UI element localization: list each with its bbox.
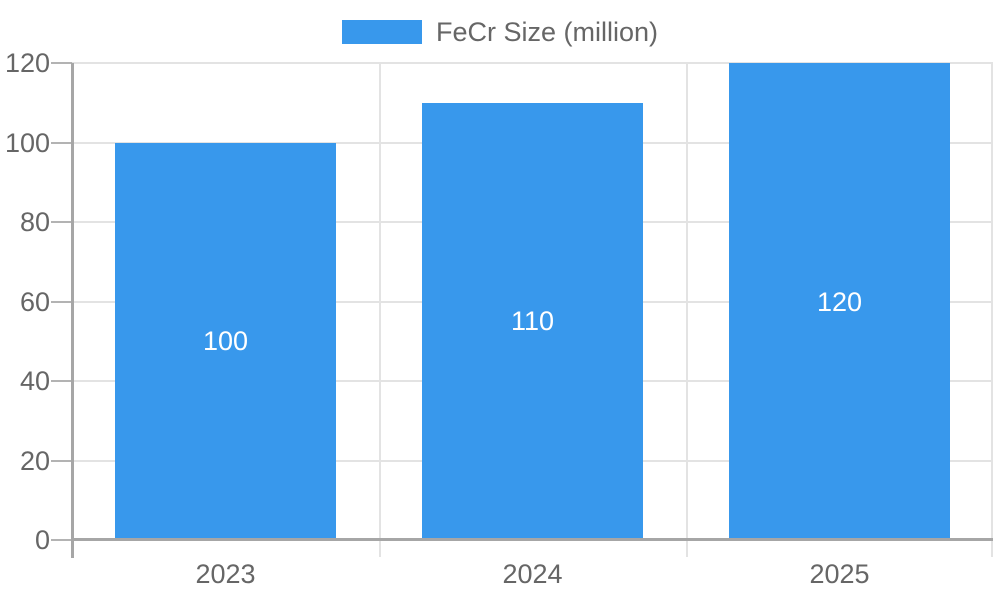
- legend-item-fecr-size[interactable]: FeCr Size (million): [341, 17, 659, 47]
- y-tick-label: 60: [19, 286, 50, 317]
- y-tick: [51, 141, 72, 144]
- y-tick: [51, 539, 72, 541]
- y-gridline: [72, 62, 993, 64]
- x-axis-line: [72, 538, 993, 541]
- x-gridline: [991, 63, 993, 557]
- y-tick: [51, 62, 72, 64]
- y-axis-line: [71, 63, 74, 558]
- legend-label: FeCr Size (million): [435, 17, 659, 47]
- y-tick-label: 80: [19, 207, 50, 237]
- y-tick: [51, 300, 72, 303]
- y-tick: [51, 221, 72, 223]
- y-tick-label: 120: [4, 48, 50, 78]
- x-tick-label: 2025: [809, 559, 870, 589]
- bar-value-label: 120: [816, 286, 863, 317]
- y-tick-label: 20: [19, 445, 50, 476]
- bar: [729, 63, 950, 540]
- x-gridline: [686, 63, 688, 557]
- x-tick-label: 2023: [195, 559, 256, 589]
- y-tick-label: 0: [34, 525, 50, 555]
- plot-area: 0 20 40 60 80 100 120 100 2023 110 2024 120 2025: [5, 48, 993, 589]
- y-tick: [51, 459, 72, 462]
- bar: [115, 142, 336, 540]
- bar: [422, 102, 643, 540]
- legend: FeCr Size (million): [0, 17, 1000, 47]
- bar-value-label: 110: [510, 306, 555, 337]
- legend-swatch-icon: [341, 20, 422, 44]
- y-tick-label: 100: [4, 127, 50, 158]
- y-tick-label: 40: [19, 366, 50, 396]
- bar-value-label: 100: [202, 326, 249, 357]
- y-tick: [51, 380, 72, 382]
- x-tick-label: 2024: [502, 559, 563, 589]
- x-gridline: [379, 63, 381, 557]
